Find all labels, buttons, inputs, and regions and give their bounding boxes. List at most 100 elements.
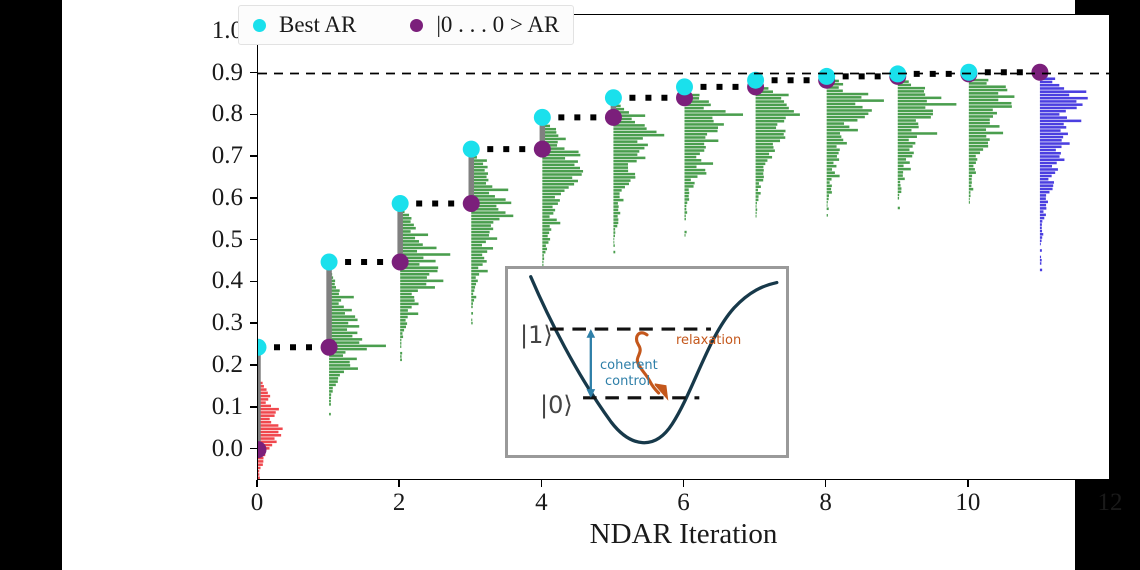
histogram-bar [613, 176, 636, 179]
marker-best-ar[interactable] [747, 71, 765, 89]
histogram-bar [542, 202, 558, 205]
histogram-bar [400, 312, 419, 316]
marker-zero-state-ar[interactable] [462, 194, 480, 212]
histogram-bar [968, 191, 971, 194]
histogram-bar [400, 226, 416, 230]
histogram-bar [1039, 80, 1053, 84]
marker-best-ar[interactable] [320, 253, 338, 271]
histogram-bar [613, 143, 648, 147]
histogram-bar [1039, 152, 1061, 155]
histogram-bar [613, 211, 621, 215]
histogram-bar [542, 170, 584, 173]
histogram-bar [1039, 262, 1042, 265]
marker-zero-state-ar[interactable] [1031, 63, 1049, 81]
histogram-bar [1039, 164, 1053, 168]
histogram-bar [613, 120, 635, 124]
y-tick-mark [250, 406, 257, 408]
histogram-bar [1039, 258, 1042, 262]
histogram-bar [329, 373, 340, 377]
histogram-bar [471, 312, 474, 315]
histogram-bar [471, 201, 512, 205]
histogram-bar [329, 305, 344, 309]
histogram-bar [613, 231, 616, 234]
marker-best-ar[interactable] [604, 89, 622, 107]
histogram-bar [471, 217, 500, 221]
histogram-bar [826, 174, 840, 178]
histogram-bar [755, 126, 777, 130]
histogram-bar [400, 315, 408, 319]
histogram-bar [1039, 158, 1065, 162]
histogram-bar [613, 192, 620, 195]
histogram-bar [471, 169, 485, 172]
histogram-bar [755, 133, 784, 136]
y-tick-label: 1.0 [211, 16, 243, 44]
histogram-bar [1039, 129, 1061, 132]
histogram-bar [755, 142, 773, 146]
histogram-bar [542, 257, 545, 260]
histogram-bar [826, 171, 835, 174]
histogram-bar [613, 224, 618, 228]
histogram-bar [897, 174, 903, 177]
histogram-bar [258, 466, 261, 470]
marker-best-ar[interactable] [533, 108, 551, 126]
histogram-bar [471, 253, 483, 257]
marker-best-ar[interactable] [676, 78, 693, 96]
histogram-bar [471, 269, 488, 273]
histogram-bar [471, 191, 490, 195]
histogram-bar [755, 100, 785, 103]
histogram-bar [542, 140, 558, 144]
histogram-bar [684, 198, 690, 201]
histogram-bar [471, 299, 475, 302]
histogram-bar [826, 82, 844, 86]
histogram-bar [1039, 197, 1046, 200]
histogram-bar [826, 122, 845, 125]
histogram-bar [968, 144, 989, 148]
histogram-bar [329, 312, 345, 315]
marker-best-ar[interactable] [391, 194, 409, 212]
y-tick-label: 0.0 [211, 434, 243, 462]
histogram-bar [826, 204, 828, 207]
marker-zero-state-ar[interactable] [391, 253, 409, 271]
histogram-bar [400, 223, 414, 227]
histogram-bar [897, 103, 957, 106]
histogram-bar [897, 109, 933, 113]
marker-zero-state-ar[interactable] [604, 108, 622, 126]
histogram-bar [755, 182, 759, 185]
histogram-bar [613, 179, 631, 182]
histogram-bar [471, 292, 474, 296]
marker-best-ar[interactable] [258, 338, 267, 356]
histogram-bar [1039, 268, 1043, 272]
marker-best-ar[interactable] [889, 65, 907, 83]
histogram-bar [471, 208, 499, 211]
histogram-bar [826, 178, 832, 181]
histogram-bar [684, 155, 697, 159]
histogram-bar [826, 181, 830, 184]
marker-zero-state-ar[interactable] [258, 441, 267, 459]
histogram-bar [826, 194, 829, 197]
histogram-bar [684, 139, 719, 143]
histogram-bar [329, 390, 333, 393]
histogram-bar [329, 302, 339, 305]
histogram-bar [329, 347, 367, 351]
marker-best-ar[interactable] [462, 140, 480, 158]
histogram-bar [1039, 126, 1067, 129]
marker-best-ar[interactable] [818, 67, 836, 85]
histogram-bar [258, 427, 283, 431]
histogram-bar [258, 430, 279, 434]
histogram-bar [329, 338, 363, 341]
histogram-bar [613, 153, 638, 156]
histogram-bar [826, 200, 828, 204]
histogram-bar [542, 228, 552, 231]
histogram-bar [826, 109, 872, 112]
histogram-bar [400, 342, 402, 345]
histogram-bar [684, 145, 706, 149]
marker-zero-state-ar[interactable] [320, 338, 338, 356]
histogram-bar [1039, 233, 1044, 236]
histogram-bar [400, 263, 420, 266]
histogram-bar [613, 166, 629, 169]
histogram-bar [826, 191, 832, 194]
marker-best-ar[interactable] [960, 63, 978, 81]
histogram-bar [897, 190, 902, 194]
histogram-bar [684, 152, 700, 156]
marker-zero-state-ar[interactable] [533, 140, 551, 158]
